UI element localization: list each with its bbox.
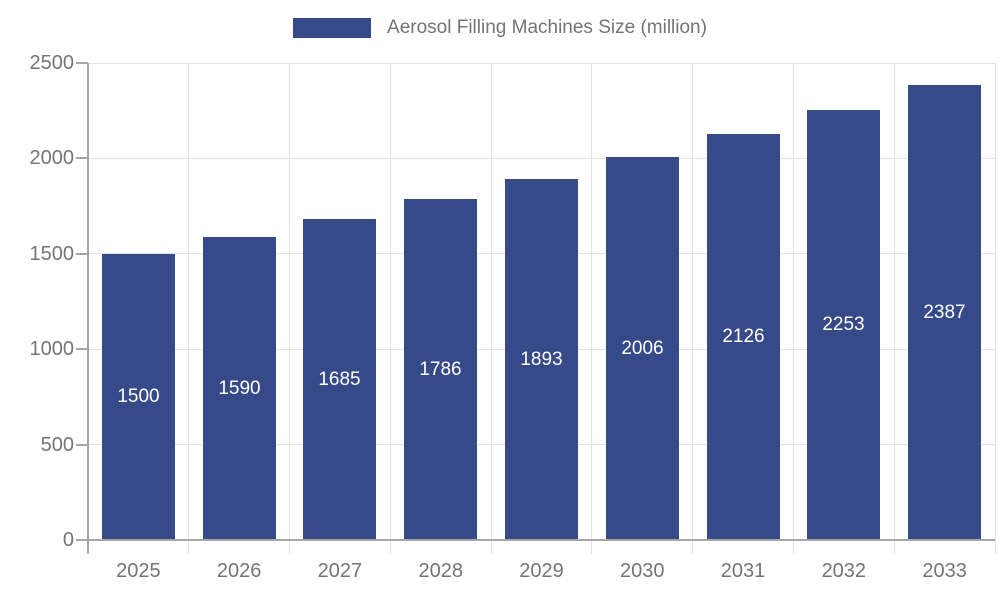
bar: 2387 — [908, 85, 981, 540]
x-axis-label: 2032 — [821, 560, 867, 582]
plot-area: 1500 1590 1685 1786 1893 2006 2126 2253 2387 — [87, 62, 996, 554]
legend-swatch — [293, 18, 372, 38]
bar: 1893 — [505, 179, 578, 540]
bar-value-label: 1500 — [117, 386, 160, 407]
bar: 1590 — [203, 237, 276, 540]
legend[interactable]: Aerosol Filling Machines Size (million) — [0, 17, 1000, 39]
x-axis-label: 2030 — [620, 560, 665, 582]
y-tick — [76, 348, 88, 351]
y-axis-label: 2500 — [29, 52, 75, 74]
bar: 1786 — [404, 199, 477, 540]
x-axis-label: 2028 — [418, 560, 463, 582]
bar-value-label: 2006 — [621, 337, 664, 359]
y-tick — [76, 157, 88, 160]
bar: 2126 — [707, 134, 780, 540]
legend-label: Aerosol Filling Machines Size (million) — [387, 17, 707, 38]
x-axis-label: 2025 — [116, 560, 161, 582]
x-gridline — [692, 63, 694, 554]
bar-value-label: 1590 — [218, 377, 261, 399]
x-gridline — [188, 63, 190, 554]
y-tick — [76, 539, 88, 541]
bar-value-label: 1786 — [419, 358, 462, 380]
y-gridline — [88, 62, 995, 64]
bar-value-label: 2253 — [822, 314, 865, 335]
bars-layer: 1500 1590 1685 1786 1893 2006 2126 2253 2387 — [88, 63, 995, 540]
bar-value-label: 1685 — [318, 368, 361, 390]
y-axis-label: 1000 — [29, 338, 75, 361]
x-gridline — [289, 63, 291, 554]
bar: 1685 — [303, 219, 376, 540]
y-axis-label: 1500 — [29, 242, 75, 265]
axis-layer — [87, 63, 995, 554]
x-gridline — [893, 63, 895, 554]
x-gridline — [994, 63, 996, 554]
y-gridline — [88, 157, 995, 159]
bar-value-label: 2387 — [923, 301, 966, 323]
x-axis-label: 2029 — [519, 560, 564, 582]
bar: 2253 — [807, 110, 880, 540]
y-tick — [76, 443, 88, 446]
x-axis-line — [88, 539, 995, 541]
x-gridline — [389, 63, 391, 554]
x-axis-label: 2027 — [317, 560, 363, 582]
x-axis-label: 2031 — [720, 560, 766, 582]
y-tick — [76, 252, 88, 255]
y-axis-label: 500 — [40, 433, 74, 456]
x-axis-label: 2033 — [922, 560, 967, 582]
x-axis-label: 2026 — [216, 560, 262, 582]
bar: 1500 — [102, 254, 175, 540]
y-axis-label: 0 — [62, 529, 74, 551]
y-axis-line — [87, 63, 89, 554]
bar-value-label: 1893 — [520, 348, 563, 370]
y-tick — [76, 62, 88, 64]
x-gridline — [591, 63, 593, 554]
x-gridline — [490, 63, 492, 554]
bar-value-label: 2126 — [722, 326, 765, 347]
bar: 2006 — [606, 157, 679, 540]
y-axis-label: 2000 — [29, 147, 75, 170]
x-gridline — [792, 63, 794, 554]
